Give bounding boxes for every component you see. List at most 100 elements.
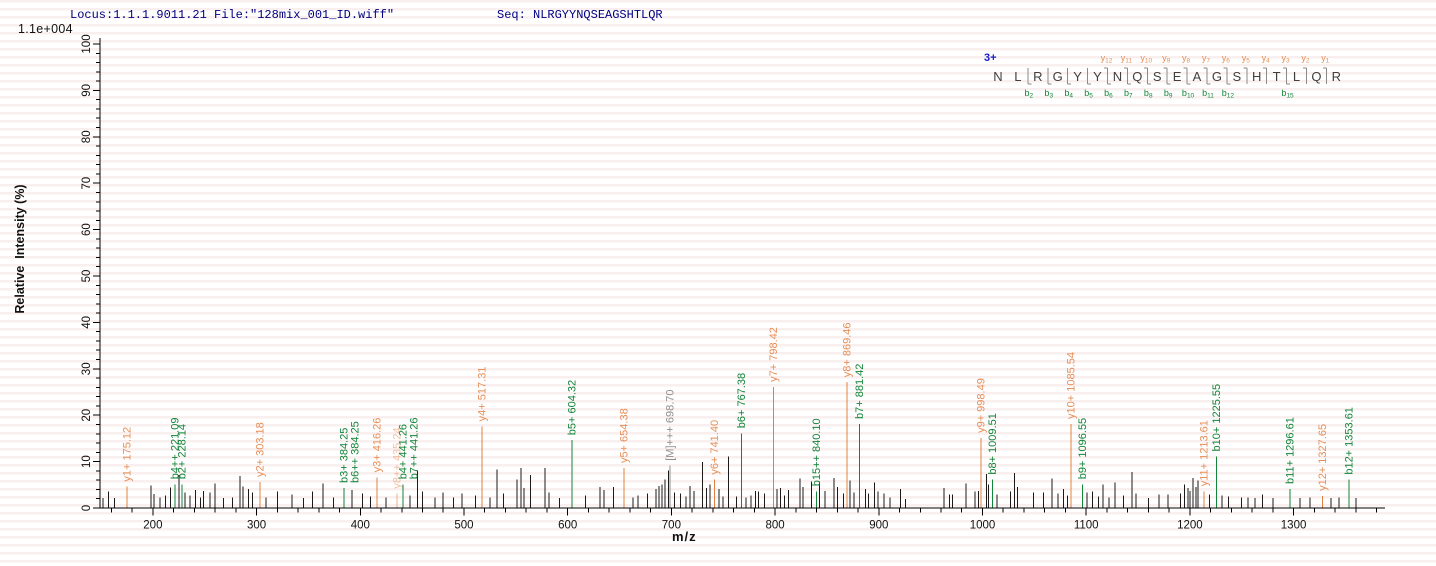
peak-label: b2+ 228.14	[177, 424, 189, 479]
peak-label: b9+ 1096.55	[1077, 418, 1089, 479]
residue-letter: Y	[1073, 69, 1082, 84]
peak-label: y1+ 175.12	[122, 427, 134, 482]
residue-letter: N	[1113, 69, 1122, 84]
y-ion-mark-label: y10	[1140, 53, 1152, 65]
peak-label: b4++ 221.09	[169, 418, 181, 480]
x-tick-label: 500	[454, 520, 473, 532]
b-ion-mark-label: b11	[1202, 88, 1214, 100]
y-ion-mark-label: y7	[1202, 53, 1211, 65]
y-tick-label: 20	[81, 409, 93, 422]
peak-label: [M]+++ 698.70	[665, 389, 677, 460]
y-ion-mark-label: y12	[1101, 53, 1113, 65]
y-tick-label: 10	[81, 455, 93, 468]
residue-letter: L	[1014, 69, 1021, 84]
b-ion-mark-label: b2	[1025, 88, 1034, 100]
residue-letter: G	[1053, 69, 1063, 84]
b-ion-mark-label: b7	[1124, 88, 1133, 100]
y-ion-mark-label: y3	[1281, 53, 1290, 65]
residue-letter: T	[1273, 69, 1281, 84]
locus-file-label: Locus:1.1.1.9011.21 File:"128mix_001_ID.…	[70, 8, 395, 22]
peak-label: y11+ 1213.61	[1199, 420, 1211, 486]
x-tick-label: 400	[351, 520, 370, 532]
peak-label: b3+ 384.25	[338, 428, 350, 483]
y-ion-mark-label: y6	[1222, 53, 1231, 65]
y-ion-mark-label: y4	[1262, 53, 1271, 65]
x-tick-label: 1200	[1177, 520, 1203, 532]
base-peak-intensity-label: 1.1e+004	[18, 22, 73, 36]
residue-letter: R	[1332, 69, 1341, 84]
y-tick-label: 50	[81, 270, 93, 283]
peak-label: y8+ 869.46	[842, 322, 854, 377]
peak-label: b7+ 881.42	[854, 364, 866, 419]
peak-label: y12+ 1327.65	[1317, 424, 1329, 491]
y-ion-mark-label: y11	[1121, 53, 1133, 65]
x-tick-label: 900	[869, 520, 888, 532]
residue-letter: R	[1033, 69, 1042, 84]
y-tick-label: 40	[81, 316, 93, 329]
residue-letter: L	[1293, 69, 1300, 84]
peak-label: b6++ 384.25	[349, 421, 361, 483]
residue-letter: Q	[1311, 69, 1321, 84]
peak-label: b6+ 767.38	[736, 373, 748, 428]
y-ion-mark-label: y8	[1182, 53, 1191, 65]
y-ion-mark-label: y5	[1242, 53, 1251, 65]
residue-letter: Y	[1093, 69, 1102, 84]
peak-label: b11+ 1296.61	[1285, 417, 1297, 484]
peak-label: y9+ 998.49	[975, 378, 987, 433]
peak-label: y10+ 1085.54	[1066, 352, 1078, 419]
y-tick-label: 30	[81, 362, 93, 375]
b-ion-mark-label: b9	[1164, 88, 1173, 100]
y-tick-label: 90	[81, 84, 93, 97]
x-tick-label: 800	[765, 520, 784, 532]
residue-letter: N	[993, 69, 1002, 84]
peak-label: y8++ 435.24	[391, 427, 403, 488]
x-tick-label: 700	[662, 520, 681, 532]
x-tick-label: 1300	[1281, 520, 1307, 532]
y-ion-mark-label: y2	[1301, 53, 1310, 65]
residue-letter: H	[1252, 69, 1261, 84]
peak-label: b10+ 1225.55	[1211, 384, 1223, 452]
y-tick-label: 80	[81, 130, 93, 143]
y-ion-mark-label: y1	[1321, 53, 1330, 65]
y-ion-mark-label: y9	[1162, 53, 1171, 65]
peak-label: b12+ 1353.61	[1344, 407, 1356, 475]
residue-letter: E	[1173, 69, 1182, 84]
x-tick-label: 300	[247, 520, 266, 532]
residue-letter: S	[1232, 69, 1241, 84]
x-tick-label: 200	[143, 520, 162, 532]
precursor-charge-label: 3+	[984, 52, 997, 64]
peak-label: b8+ 1009.51	[987, 413, 999, 474]
peak-label: b7++ 441.26	[409, 418, 421, 480]
x-axis-title: m/z	[672, 529, 697, 544]
b-ion-mark-label: b8	[1144, 88, 1153, 100]
peptide-sequence-label: Seq: NLRGYYNQSEAGSHTLQR	[497, 8, 663, 22]
residue-letter: S	[1153, 69, 1162, 84]
b-ion-mark-label: b6	[1104, 88, 1113, 100]
peak-label: y4+ 517.31	[476, 367, 488, 422]
residue-letter: G	[1212, 69, 1222, 84]
x-tick-label: 1100	[1074, 520, 1099, 532]
peak-label: b15++ 840.10	[811, 418, 823, 486]
peak-label: y7+ 798.42	[768, 327, 780, 382]
b-ion-mark-label: b5	[1084, 88, 1093, 100]
peak-label: y6+ 741.40	[709, 420, 721, 475]
x-tick-label: 1000	[970, 520, 996, 532]
y-tick-label: 100	[81, 34, 93, 53]
b-ion-mark-label: b15	[1281, 88, 1294, 100]
peak-label: y2+ 303.18	[254, 422, 266, 477]
b-ion-mark-label: b4	[1064, 88, 1073, 100]
peak-label: b4+ 441.26	[398, 424, 410, 479]
residue-letter: Q	[1132, 69, 1142, 84]
b-ion-mark-label: b12	[1222, 88, 1235, 100]
peak-label: b5+ 604.32	[567, 380, 579, 435]
x-tick-label: 600	[558, 520, 577, 532]
peak-label: y3+ 416.26	[372, 418, 384, 473]
b-ion-mark-label: b10	[1182, 88, 1195, 100]
b-ion-mark-label: b3	[1044, 88, 1053, 100]
peak-label: y5+ 654.38	[619, 408, 631, 463]
y-tick-label: 60	[81, 223, 93, 236]
y-tick-label: 0	[81, 505, 93, 511]
y-tick-label: 70	[81, 177, 93, 190]
